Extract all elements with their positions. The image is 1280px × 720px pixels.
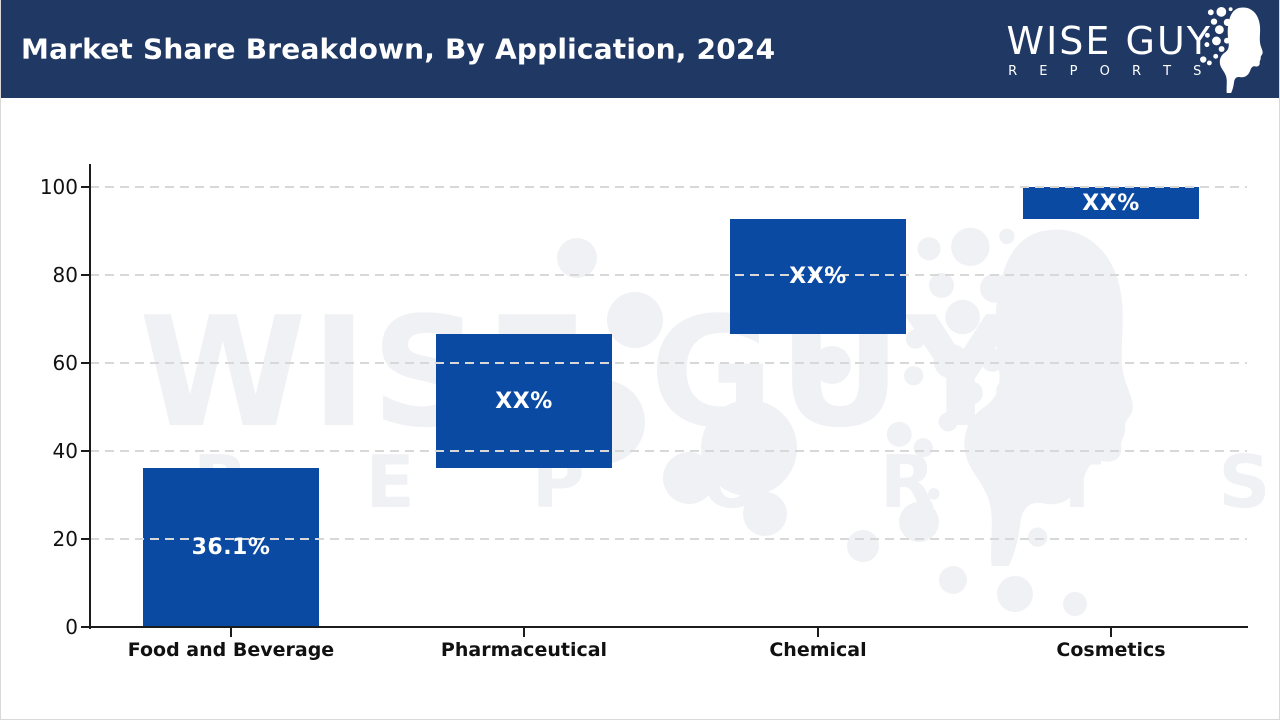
gridline-20 — [90, 538, 1247, 540]
x-tick — [230, 628, 232, 637]
gridline-100 — [90, 186, 1247, 188]
x-tick — [817, 628, 819, 637]
bar-cosmetics — [1023, 187, 1199, 220]
logo-text: WISE GUY R E P O R T S — [1007, 20, 1212, 79]
x-category-label-pharmaceutical: Pharmaceutical — [440, 639, 608, 661]
x-tick — [523, 628, 525, 637]
logo-subtext: R E P O R T S — [1008, 63, 1211, 79]
y-tick-label: 60 — [52, 351, 78, 375]
watermark-dot — [939, 566, 967, 594]
y-axis-spine — [89, 164, 91, 629]
y-tick-label: 100 — [39, 175, 78, 199]
y-tick — [81, 362, 90, 364]
y-tick — [81, 274, 90, 276]
gridline-60 — [90, 362, 1247, 364]
bar-pharmaceutical — [436, 334, 612, 469]
y-tick-label: 20 — [52, 527, 78, 551]
bar-food-and-beverage — [143, 468, 319, 627]
watermark-dot — [557, 238, 597, 278]
gridline-40 — [90, 450, 1247, 452]
watermark-dot — [607, 292, 663, 348]
watermark-dot — [743, 492, 787, 536]
watermark-dot — [813, 346, 851, 384]
y-tick-label: 0 — [65, 615, 78, 639]
logo-wordmark: WISE GUY — [1006, 18, 1212, 63]
y-tick — [81, 186, 90, 188]
watermark-dot — [701, 400, 797, 496]
watermark-dot — [997, 576, 1033, 612]
page-title: Market Share Breakdown, By Application, … — [21, 32, 776, 66]
wiseguy-logo: WISE GUY R E P O R T S — [1007, 4, 1274, 94]
face-profile-icon — [1200, 6, 1263, 93]
x-axis-spine — [89, 626, 1248, 628]
bar-label-cosmetics: XX% — [1082, 190, 1140, 216]
bar-chemical — [730, 219, 906, 334]
watermark-dot — [899, 502, 939, 542]
bar-label-food-and-beverage: 36.1% — [191, 535, 271, 561]
watermark-dot — [1063, 592, 1087, 616]
face-watermark-icon — [886, 227, 1133, 566]
y-tick — [81, 450, 90, 452]
bar-label-pharmaceutical: XX% — [495, 388, 553, 414]
x-tick — [1110, 628, 1112, 637]
gridline-80 — [90, 274, 1247, 276]
y-tick — [81, 538, 90, 540]
x-category-label-chemical: Chemical — [769, 639, 867, 661]
x-category-label-food-and-beverage: Food and Beverage — [127, 639, 335, 661]
x-category-label-cosmetics: Cosmetics — [1056, 639, 1166, 661]
y-tick — [81, 626, 90, 628]
watermark-dot — [847, 530, 879, 562]
y-tick-label: 40 — [52, 439, 78, 463]
bar-label-chemical: XX% — [789, 263, 847, 289]
y-tick-label: 80 — [52, 263, 78, 287]
header-bar: Market Share Breakdown, By Application, … — [1, 0, 1279, 98]
